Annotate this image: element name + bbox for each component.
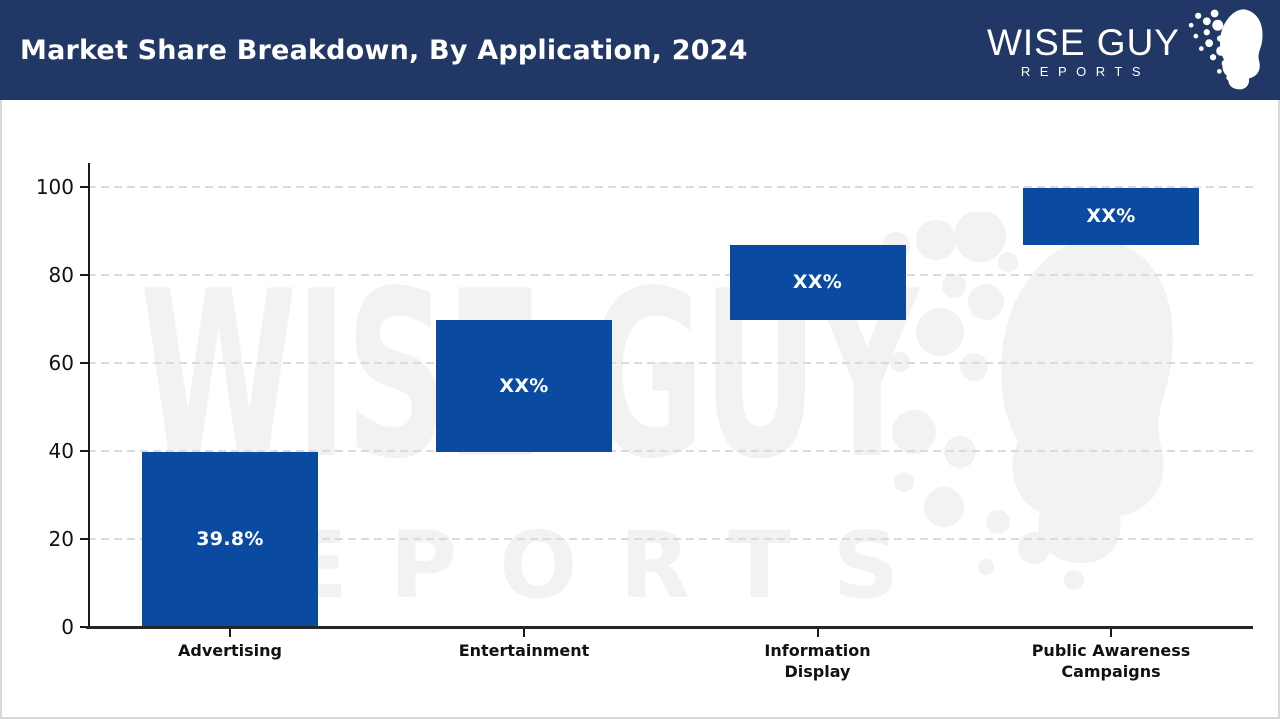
x-tick-mark-public-awareness-campaigns (1110, 629, 1112, 637)
bar-advertising: 39.8% (142, 451, 318, 627)
x-category-label-line: Entertainment (458, 641, 590, 660)
y-tick-mark-80 (80, 274, 88, 276)
x-category-label-entertainment: Entertainment (374, 640, 674, 661)
gridline-80 (88, 274, 1253, 276)
x-category-label-public-awareness-campaigns: Public Awareness Campaigns (961, 640, 1261, 682)
x-axis-line (86, 626, 1253, 629)
y-tick-mark-20 (80, 538, 88, 540)
bar-information-display: XX% (729, 244, 906, 321)
y-tick-label-0: 0 (61, 615, 74, 639)
x-category-label-line: Public Awareness (1031, 641, 1191, 660)
bar-value-label-entertainment: XX% (499, 375, 549, 398)
bar-value-label-public-awareness-campaigns: XX% (1086, 205, 1136, 228)
brand-face-icon (1188, 9, 1263, 90)
gridline-40 (88, 450, 1253, 452)
y-tick-label-20: 20 (48, 527, 74, 551)
y-tick-mark-60 (80, 362, 88, 364)
gridline-20 (88, 538, 1253, 540)
header-bar: Market Share Breakdown, By Application, … (0, 0, 1280, 100)
brand-logo: WISE GUY REPORTS (987, 8, 1266, 94)
y-tick-label-100: 100 (35, 175, 74, 199)
x-tick-mark-advertising (229, 629, 231, 637)
y-tick-label-80: 80 (48, 263, 74, 287)
brand-subname: REPORTS (1020, 63, 1151, 79)
bar-value-label-advertising: 39.8% (196, 528, 264, 551)
x-category-label-line: Advertising (178, 641, 282, 660)
y-tick-mark-100 (80, 186, 88, 188)
gridline-60 (88, 362, 1253, 364)
y-tick-mark-0 (80, 626, 88, 628)
bar-entertainment: XX% (436, 320, 612, 452)
x-category-label-information-display: Information Display (668, 640, 968, 682)
bar-public-awareness-campaigns: XX% (1023, 187, 1199, 245)
brand-name: WISE GUY (986, 21, 1180, 63)
gridline-100 (88, 186, 1253, 188)
x-tick-mark-entertainment (523, 629, 525, 637)
page-title: Market Share Breakdown, By Application, … (20, 34, 748, 66)
x-category-label-advertising: Advertising (80, 640, 380, 661)
watermark-face-icon (882, 212, 1173, 590)
y-tick-label-60: 60 (48, 351, 74, 375)
x-category-label-line: Information (764, 641, 871, 660)
y-tick-label-40: 40 (48, 439, 74, 463)
bar-value-label-information-display: XX% (792, 271, 843, 294)
x-category-label-line: Campaigns (1061, 662, 1161, 681)
y-tick-mark-40 (80, 450, 88, 452)
x-tick-mark-information-display (816, 629, 819, 637)
brand-logo-text: WISE GUY REPORTS (986, 21, 1180, 79)
x-category-label-line: Display (784, 662, 851, 681)
y-axis-spine (88, 163, 90, 629)
